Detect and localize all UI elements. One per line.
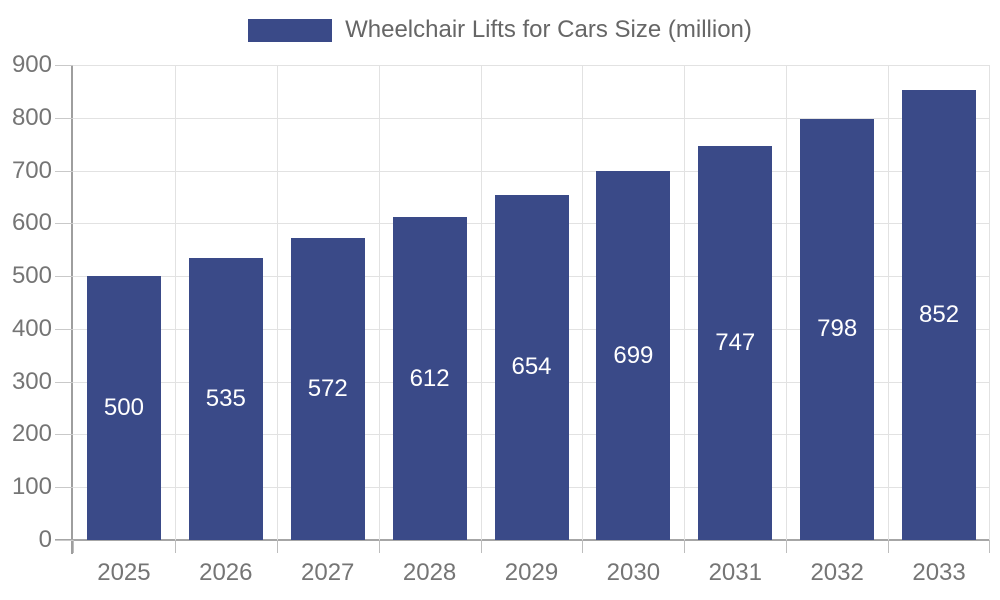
bar-value-label: 612 (409, 364, 450, 392)
y-gridline (73, 65, 990, 66)
y-gridline (73, 117, 990, 119)
x-gridline (684, 65, 686, 540)
x-tick-label: 2029 (504, 559, 559, 586)
x-tick-label: 2027 (301, 559, 355, 586)
legend-label: Wheelchair Lifts for Cars Size (million) (345, 16, 752, 43)
bar-value-label: 798 (817, 315, 858, 343)
bar-2025: 500 (86, 276, 161, 540)
y-tick-label: 100 (11, 473, 52, 501)
x-tick-label: 2030 (606, 559, 661, 586)
y-tick-label: 900 (11, 51, 52, 78)
y-tick-label: 200 (11, 420, 52, 448)
y-tick-label: 600 (11, 209, 52, 237)
x-gridline (480, 65, 482, 540)
x-tick-label: 2031 (708, 559, 762, 586)
bar-value-label: 535 (205, 384, 246, 412)
x-tick-label: 2032 (810, 559, 864, 586)
bar-2028: 612 (392, 217, 467, 540)
bar-value-label: 747 (715, 328, 756, 356)
bar-2026: 535 (188, 257, 263, 540)
chart-legend: Wheelchair Lifts for Cars Size (million) (0, 16, 1000, 44)
x-axis-tick (378, 540, 380, 553)
x-axis-tick (174, 540, 176, 553)
x-gridline (378, 65, 380, 540)
x-axis-line (55, 539, 990, 541)
x-gridline (888, 65, 890, 540)
y-axis-tick (55, 223, 73, 225)
y-tick-label: 0 (38, 526, 52, 553)
x-gridline (989, 65, 990, 540)
y-axis-tick (55, 65, 73, 66)
plot-area: 500 535 572 612 654 699 747 798 852 (55, 65, 990, 553)
x-axis-tick (888, 540, 890, 553)
bar-2029: 654 (494, 194, 569, 540)
bar-value-label: 654 (511, 353, 552, 381)
x-axis-tick (582, 540, 584, 553)
x-axis-tick (989, 540, 990, 553)
x-gridline (276, 65, 278, 540)
x-gridline (174, 65, 176, 540)
x-tick-label: 2026 (199, 559, 253, 586)
bar-2033: 852 (902, 90, 977, 540)
y-axis-tick (55, 540, 73, 541)
bar-2027: 572 (290, 238, 365, 540)
y-tick-label: 800 (11, 103, 52, 131)
y-axis-tick (55, 381, 73, 383)
y-tick-label: 500 (11, 262, 52, 290)
y-axis-tick (55, 434, 73, 436)
y-tick-label: 400 (11, 314, 52, 342)
y-gridline (73, 170, 990, 172)
y-axis-tick (55, 328, 73, 330)
bar-2032: 798 (800, 118, 875, 540)
y-axis-tick (55, 170, 73, 172)
x-axis-tick (786, 540, 788, 553)
x-axis-tick (276, 540, 278, 553)
y-axis-tick (55, 117, 73, 119)
y-axis-line (71, 65, 73, 554)
y-tick-label: 700 (11, 156, 52, 184)
x-tick-label: 2025 (97, 559, 151, 586)
bar-value-label: 500 (103, 394, 144, 422)
x-tick-label: 2033 (912, 559, 966, 586)
bar-2031: 747 (698, 145, 773, 540)
bar-value-label: 852 (919, 301, 960, 329)
x-gridline (786, 65, 788, 540)
bar-2030: 699 (596, 171, 671, 540)
y-axis-tick (55, 276, 73, 278)
x-gridline (582, 65, 584, 540)
x-axis-tick (480, 540, 482, 553)
x-axis-labels: 2025 2026 2027 2028 2029 2030 2031 2032 2033 (73, 557, 990, 589)
y-axis-labels: 0 100 200 300 400 500 600 700 800 900 (0, 53, 52, 552)
bar-value-label: 572 (307, 375, 348, 403)
legend-swatch (248, 18, 333, 42)
y-axis-tick (55, 487, 73, 489)
x-axis-tick (73, 540, 74, 553)
x-axis-tick (684, 540, 686, 553)
x-tick-label: 2028 (402, 559, 457, 586)
bar-value-label: 699 (613, 341, 654, 369)
y-tick-label: 300 (11, 367, 52, 395)
